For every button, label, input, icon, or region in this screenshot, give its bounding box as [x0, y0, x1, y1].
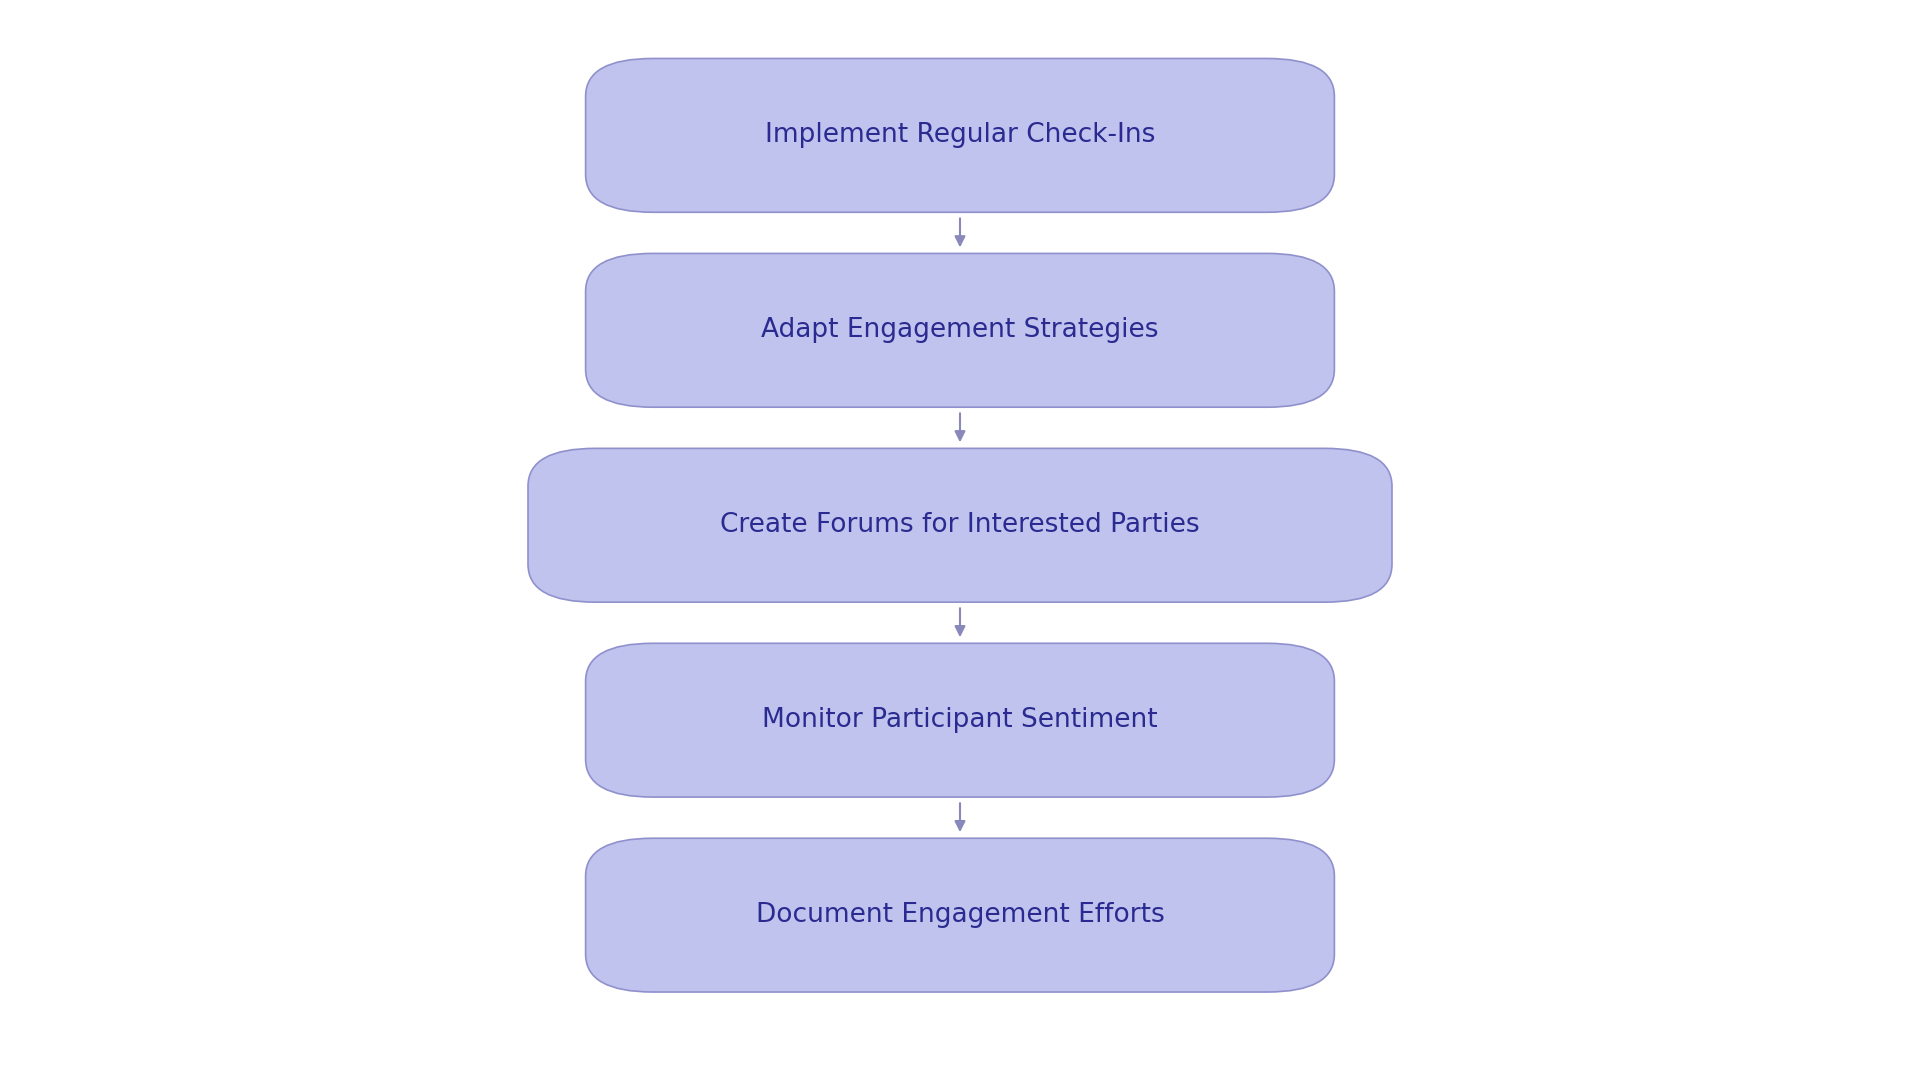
FancyBboxPatch shape [528, 448, 1392, 602]
FancyBboxPatch shape [586, 253, 1334, 407]
FancyBboxPatch shape [586, 838, 1334, 992]
Text: Adapt Engagement Strategies: Adapt Engagement Strategies [760, 317, 1160, 343]
Text: Create Forums for Interested Parties: Create Forums for Interested Parties [720, 512, 1200, 538]
FancyBboxPatch shape [586, 58, 1334, 212]
Text: Monitor Participant Sentiment: Monitor Participant Sentiment [762, 707, 1158, 733]
Text: Implement Regular Check-Ins: Implement Regular Check-Ins [764, 122, 1156, 148]
Text: Document Engagement Efforts: Document Engagement Efforts [756, 902, 1164, 928]
FancyBboxPatch shape [586, 643, 1334, 797]
